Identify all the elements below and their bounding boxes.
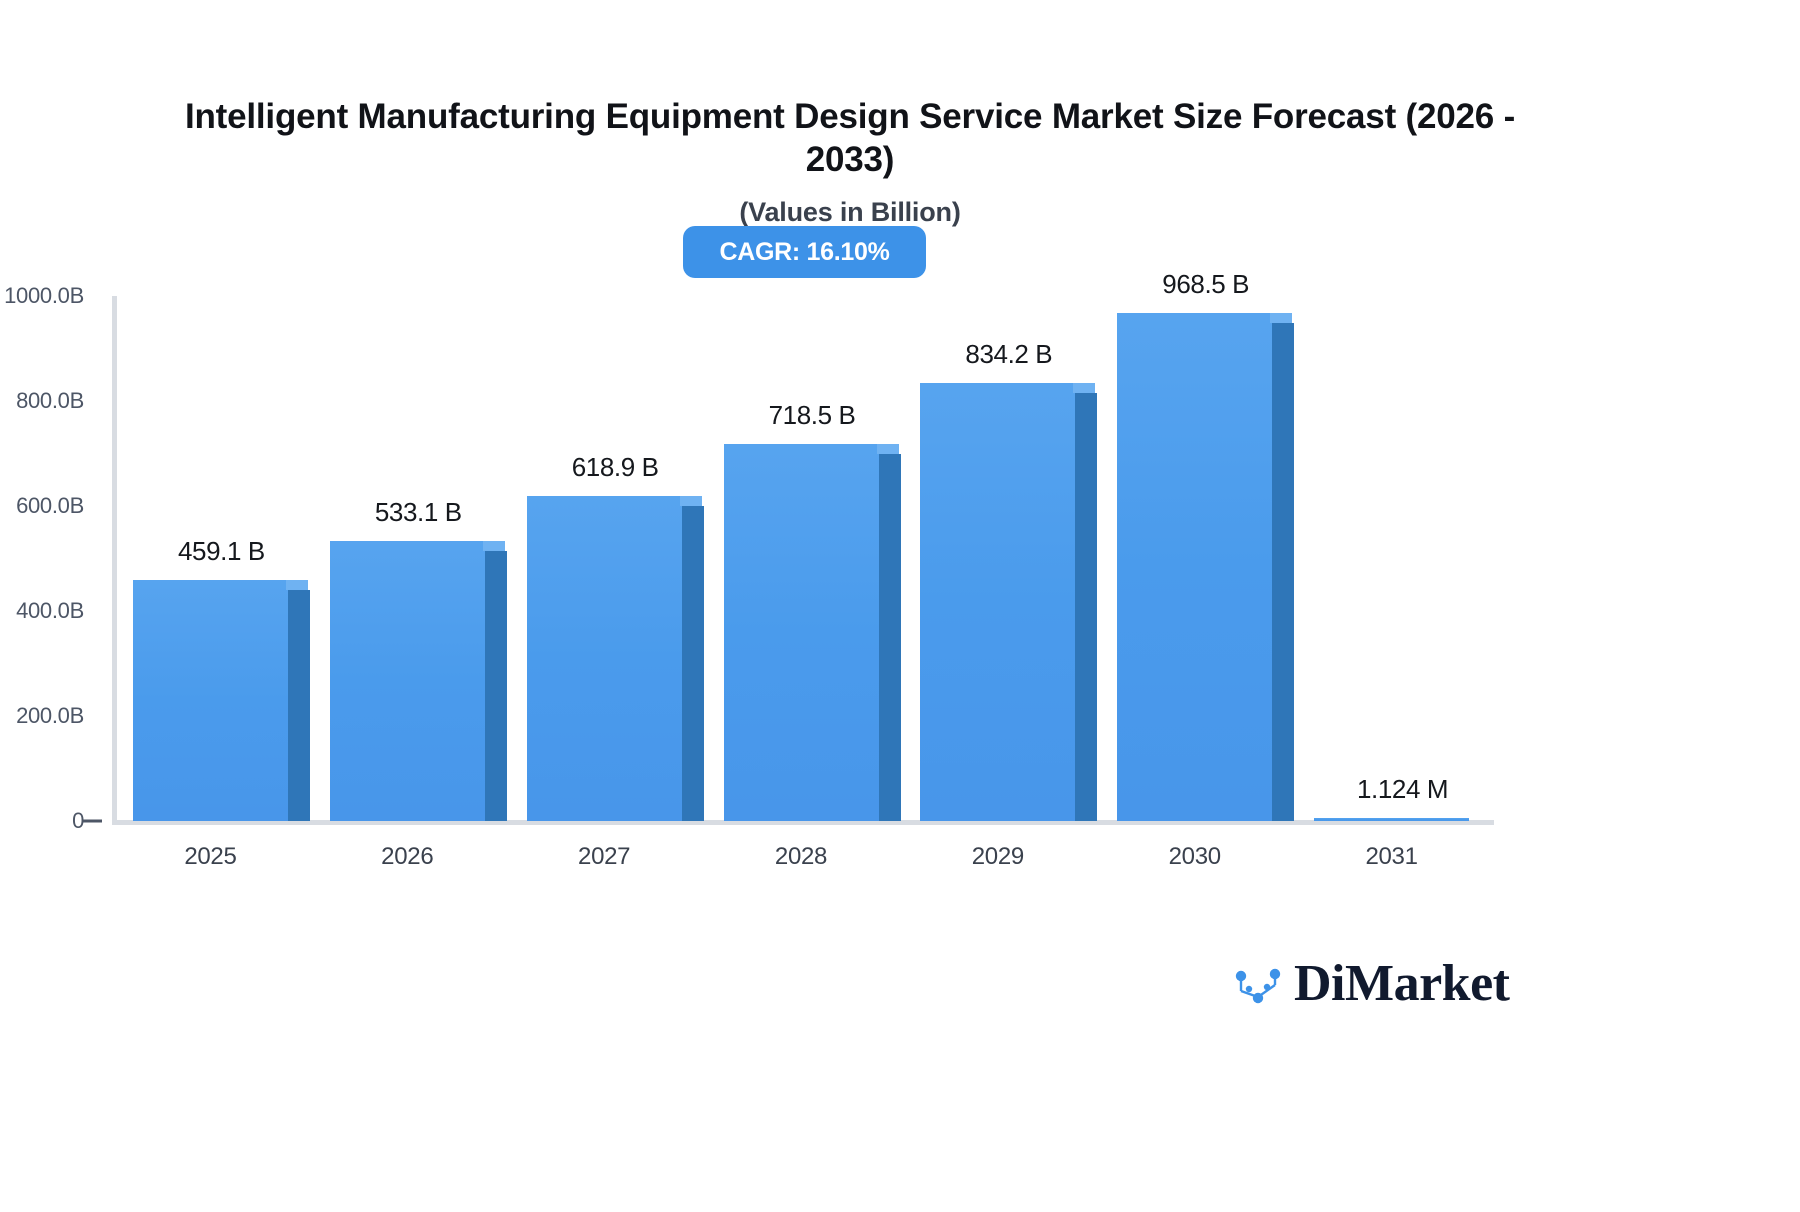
brand-name: DiMarket [1294,955,1510,1012]
plot-area [112,296,1490,821]
y-axis-line [112,296,117,823]
bar-value-label: 718.5 B [768,399,856,430]
bar-top-face [482,541,505,552]
bar-front-face [132,579,288,821]
bar-side-face [287,589,310,821]
x-axis-tick-label: 2031 [1365,843,1418,870]
bar-front-face [1117,312,1273,821]
bar-side-face [681,506,704,821]
x-axis-tick-label: 2030 [1168,843,1222,870]
x-axis-tick-label: 2027 [578,843,631,870]
bar-value-label: 533.1 B [374,497,462,528]
y-axis-tick-label: 400.0B [16,598,84,623]
bar-top-face [876,443,899,454]
bar-value-label: 459.1 B [178,535,265,566]
x-axis-tick-label: 2025 [184,843,237,870]
bar-front-face [526,496,682,821]
x-axis-line [112,820,1494,825]
bar-value-label: 968.5 B [1162,268,1250,299]
bar-top-face [679,496,702,507]
y-axis-tick-label: 0 [72,808,84,833]
bar-side-face [1075,393,1098,821]
bar-top-face [1270,312,1293,323]
bar-value-label: 834.2 B [965,339,1053,370]
bar-front-face [329,541,485,821]
cagr-badge: CAGR: 16.10% [683,226,926,278]
bar-side-face [484,551,507,821]
bar-2028[interactable] [723,443,901,821]
bar-value-label: 618.9 B [571,452,659,483]
network-dots-icon [1235,968,1281,1004]
y-axis-tick-label: 1000.0B [4,283,84,308]
chart-title-line-2: 2033) [805,139,895,179]
brand-logo: DiMarket [1232,955,1510,1012]
page-title: Intelligent Manufacturing Equipment Desi… [110,96,1590,181]
bar-top-face [285,579,308,590]
cagr-badge-label: CAGR: 16.10% [719,237,890,266]
x-axis-tick-label: 2026 [381,843,434,870]
bar-2031[interactable] [1314,818,1470,821]
bar-2029[interactable] [920,383,1098,821]
title-block: Intelligent Manufacturing Equipment Desi… [110,96,1590,228]
bar-2026[interactable] [329,541,507,821]
bar-side-face [1272,322,1295,821]
y-axis-tick-label: 200.0B [16,703,84,728]
bar-front-face [723,443,879,821]
bar-side-face [878,453,901,821]
chart-subtitle: (Values in Billion) [739,197,961,228]
y-axis-tick-label: 600.0B [16,493,84,518]
bar-2030[interactable] [1117,312,1295,821]
bar-front-face [920,383,1076,821]
bar-value-label: 1.124 M [1356,774,1449,804]
bar-front-face [1314,818,1470,821]
bar-2027[interactable] [526,496,704,821]
chart-title-line-1: Intelligent Manufacturing Equipment Desi… [184,97,1516,136]
bar-top-face [1073,383,1096,394]
bar-2025[interactable] [132,579,310,821]
x-axis-tick-label: 2028 [774,843,828,870]
x-axis-tick-label: 2029 [971,843,1025,870]
y-axis-tick-label: 800.0B [16,388,84,413]
y-axis-tick-mark [82,819,102,823]
